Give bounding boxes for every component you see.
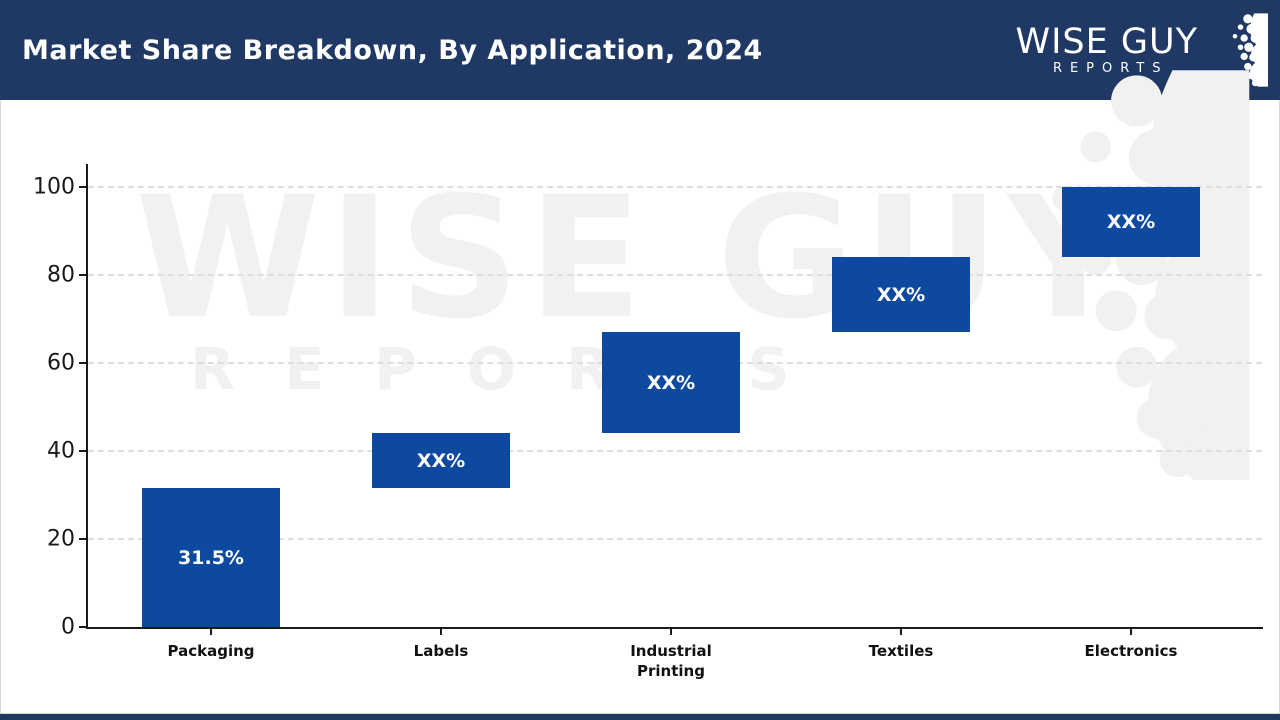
x-tick-mark (440, 628, 442, 635)
x-tick-mark (1130, 628, 1132, 635)
bar-value-label: XX% (646, 371, 696, 394)
logo-face-icon (1232, 13, 1268, 87)
x-category-label: Industrial Printing (630, 642, 712, 681)
y-tick-mark (79, 626, 88, 628)
y-tick-mark (79, 186, 88, 188)
brand-subname: REPORTS (1052, 61, 1169, 77)
y-gridline (88, 538, 1262, 540)
y-tick-mark (79, 362, 88, 364)
watermark-brand-subname: REPORTS (190, 335, 840, 403)
x-category-label: Labels (413, 642, 469, 660)
page-title: Market Share Breakdown, By Application, … (22, 34, 763, 66)
brand-logo: WISE GUY REPORTS (1015, 6, 1268, 94)
y-gridline (88, 274, 1262, 276)
y-gridline (88, 450, 1262, 452)
y-axis-line (86, 164, 88, 629)
brand-name: WISE GUY (1015, 21, 1198, 62)
footer-band (0, 714, 1280, 720)
x-tick-mark (210, 628, 212, 635)
y-gridline (88, 186, 1262, 188)
x-tick-mark (670, 628, 672, 635)
y-tick-label: 100 (33, 174, 75, 200)
y-tick-mark (79, 538, 88, 540)
y-tick-label: 0 (61, 614, 75, 640)
bar-industrial-printing: XX% (602, 332, 740, 434)
x-category-label: Textiles (868, 642, 934, 660)
bar-electronics: XX% (1062, 187, 1200, 258)
y-tick-label: 60 (47, 350, 75, 376)
x-axis-line (86, 627, 1263, 629)
bar-value-label: 31.5% (178, 546, 244, 569)
bar-value-label: XX% (416, 449, 466, 472)
bar-value-label: XX% (1106, 211, 1156, 234)
x-tick-mark (900, 628, 902, 635)
bar-labels: XX% (372, 433, 510, 489)
bar-textiles: XX% (832, 257, 970, 333)
bar-value-label: XX% (876, 283, 926, 306)
brand-logo-text: WISE GUY REPORTS (1015, 21, 1198, 77)
header: Market Share Breakdown, By Application, … (0, 0, 1280, 100)
bar-packaging: 31.5% (142, 488, 280, 627)
x-category-label: Electronics (1084, 642, 1178, 660)
x-category-label: Packaging (167, 642, 255, 660)
y-tick-label: 40 (47, 438, 75, 464)
y-tick-mark (79, 450, 88, 452)
y-tick-mark (79, 274, 88, 276)
y-tick-label: 20 (47, 526, 75, 552)
y-tick-label: 80 (47, 262, 75, 288)
